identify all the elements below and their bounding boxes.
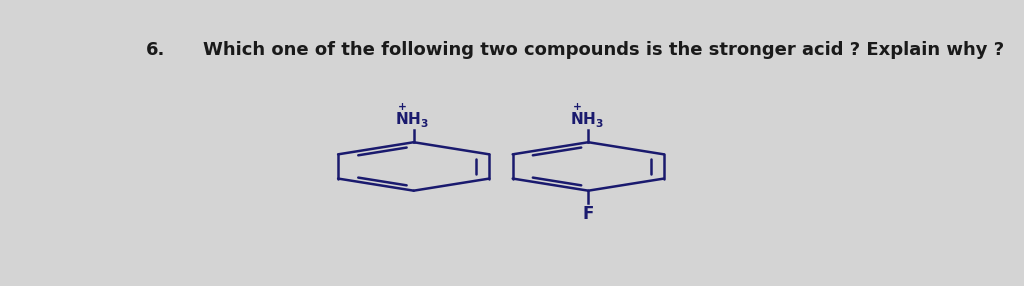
Text: 6.: 6. — [145, 41, 165, 59]
Text: F: F — [583, 205, 594, 223]
Text: $\mathregular{\overset{+}{N}H_3}$: $\mathregular{\overset{+}{N}H_3}$ — [569, 101, 604, 130]
Text: Which one of the following two compounds is the stronger acid ? Explain why ?: Which one of the following two compounds… — [204, 41, 1005, 59]
Text: $\mathregular{\overset{+}{N}H_3}$: $\mathregular{\overset{+}{N}H_3}$ — [395, 101, 429, 130]
